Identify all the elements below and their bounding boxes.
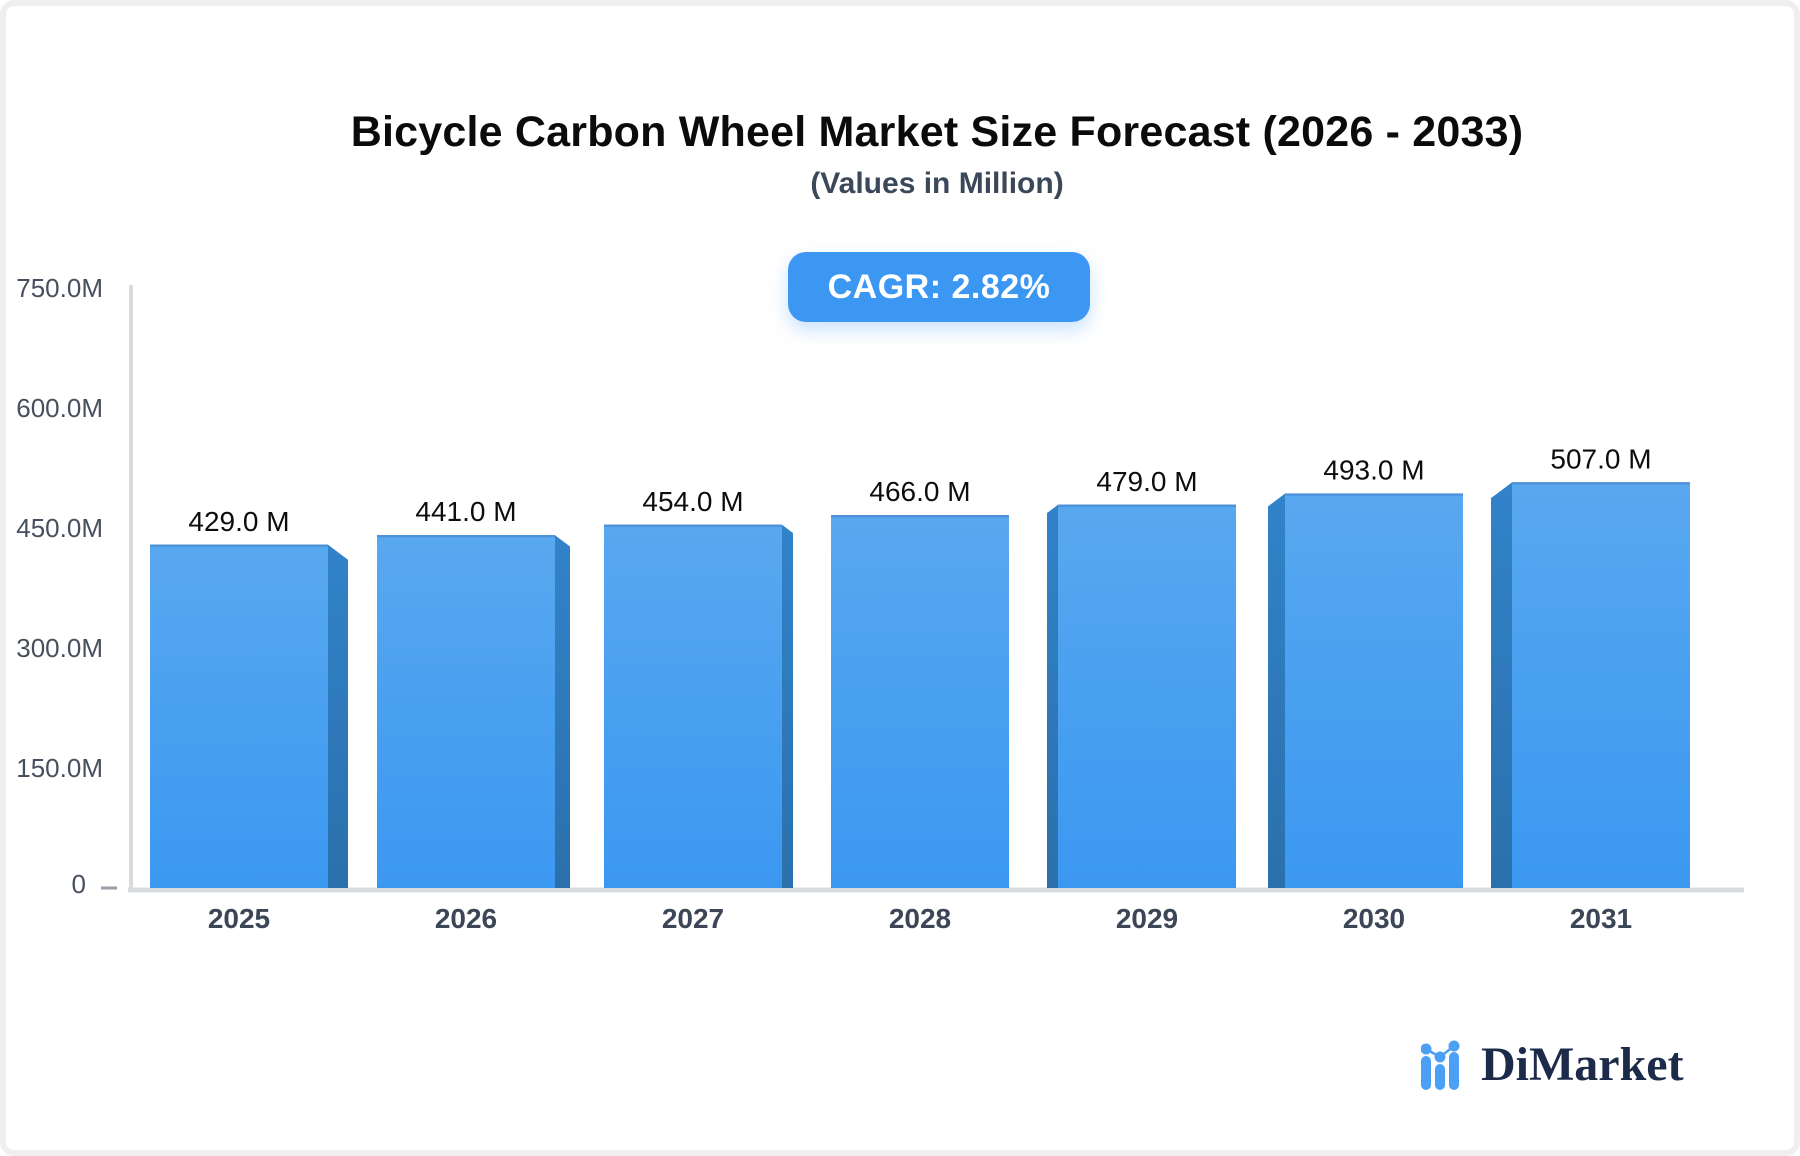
- cagr-badge-label: CAGR: 2.82%: [827, 267, 1051, 306]
- bar-2027: 454.0 M 2027: [604, 486, 793, 934]
- x-axis-label: 2028: [889, 903, 951, 934]
- bar-face: [1058, 504, 1236, 888]
- bar-2029: 479.0 M 2029: [1047, 466, 1236, 934]
- x-axis-label: 2031: [1570, 903, 1632, 934]
- bar-side-face: [1047, 504, 1058, 888]
- y-axis-label: 450.0M: [16, 513, 103, 543]
- bar-value-label: 479.0 M: [1096, 466, 1197, 497]
- y-axis-label: 150.0M: [16, 753, 103, 783]
- y-axis-label: 300.0M: [16, 633, 103, 663]
- bar-2028: 466.0 M 2028: [831, 476, 1009, 934]
- logo-dot: [1421, 1043, 1432, 1055]
- bar-side-face: [1268, 493, 1285, 888]
- brand-logo: DiMarket: [1421, 1040, 1684, 1090]
- bar-face: [831, 515, 1009, 888]
- bar-value-label: 441.0 M: [415, 496, 516, 527]
- brand-name: DiMarket: [1481, 1038, 1684, 1091]
- y-axis-label: 600.0M: [16, 393, 103, 423]
- bar-2025: 429.0 M 2025: [150, 506, 348, 934]
- x-axis-label: 2025: [208, 903, 270, 934]
- x-axis-label: 2030: [1343, 903, 1405, 934]
- x-axis-label: 2029: [1116, 903, 1178, 934]
- bar-face: [150, 544, 328, 888]
- x-axis-label: 2026: [435, 903, 497, 934]
- bar-value-label: 429.0 M: [188, 506, 289, 537]
- bar-value-label: 493.0 M: [1323, 455, 1424, 486]
- bar-face: [1512, 482, 1690, 888]
- chart-subtitle: (Values in Million): [810, 167, 1064, 200]
- bar-2030: 493.0 M 2030: [1268, 455, 1463, 934]
- bar-value-label: 454.0 M: [642, 486, 743, 517]
- logo-dot: [1448, 1040, 1460, 1052]
- logo-dot: [1434, 1051, 1446, 1063]
- chart-title: Bicycle Carbon Wheel Market Size Forecas…: [350, 108, 1524, 156]
- bar-side-face: [782, 524, 793, 888]
- y-axis-label: 0: [72, 869, 86, 899]
- bar-value-label: 507.0 M: [1550, 443, 1651, 474]
- logo-bar: [1421, 1056, 1431, 1090]
- logo-bar: [1435, 1064, 1445, 1090]
- x-axis-label: 2027: [662, 903, 724, 934]
- bar-face: [377, 535, 555, 888]
- bar-2031: 507.0 M 2031: [1491, 443, 1690, 934]
- logo-bar: [1449, 1052, 1459, 1090]
- bar-side-face: [555, 535, 570, 888]
- bar-value-label: 466.0 M: [869, 476, 970, 507]
- bar-side-face: [328, 544, 348, 888]
- bar-face: [1285, 493, 1463, 888]
- bar-face: [604, 524, 782, 888]
- mini-bar-line-chart-icon: [1421, 1040, 1460, 1090]
- y-axis-label: 750.0M: [16, 273, 103, 303]
- bar-side-face: [1491, 482, 1512, 888]
- cagr-badge: CAGR: 2.82%: [788, 252, 1090, 322]
- bar-2026: 441.0 M 2026: [377, 496, 570, 934]
